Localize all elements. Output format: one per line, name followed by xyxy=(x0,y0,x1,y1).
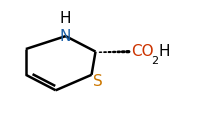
Text: H: H xyxy=(158,44,170,59)
Text: H: H xyxy=(60,11,71,26)
Text: S: S xyxy=(93,74,102,89)
Text: CO: CO xyxy=(131,44,154,59)
Text: 2: 2 xyxy=(151,56,158,66)
Text: N: N xyxy=(60,29,71,44)
